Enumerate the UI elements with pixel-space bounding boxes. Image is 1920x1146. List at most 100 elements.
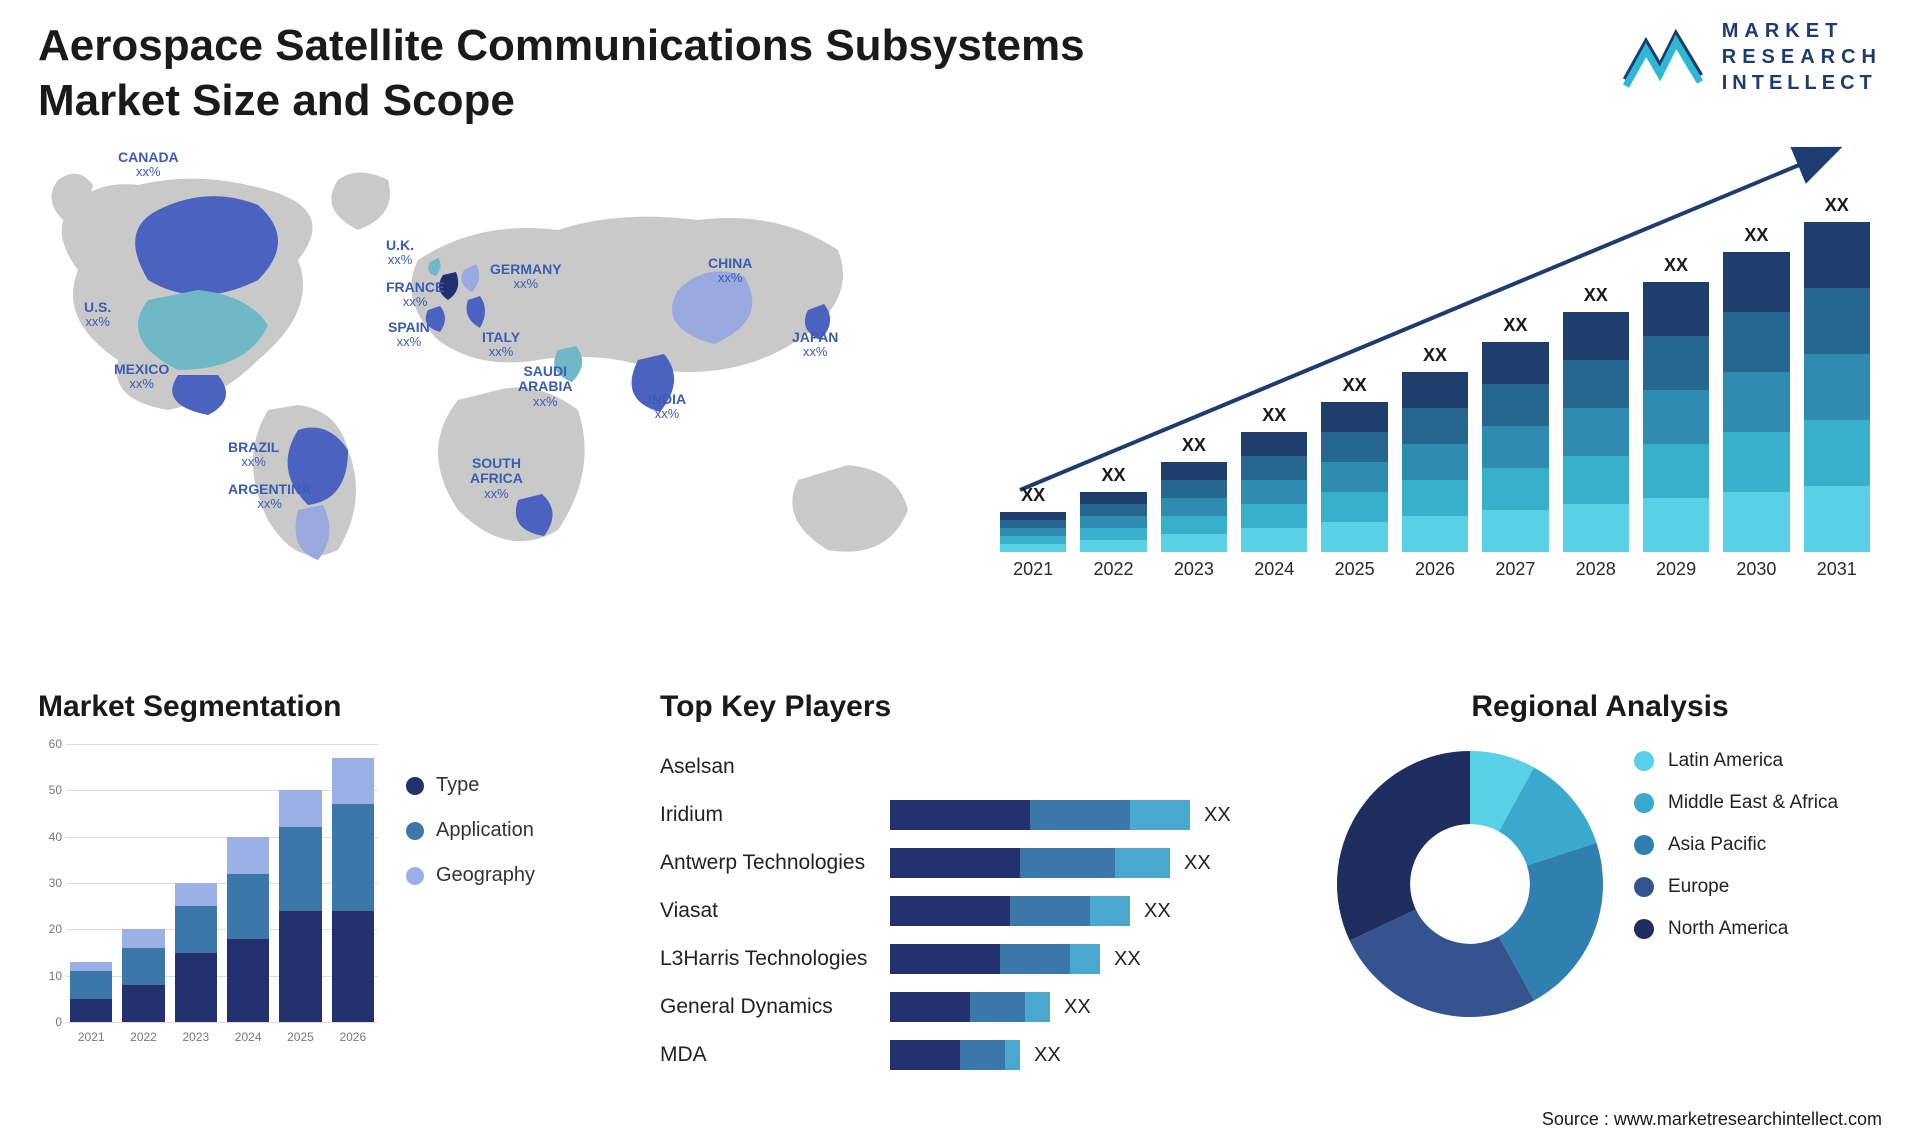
seg-legend-item: Application [406, 819, 535, 842]
player-row: Antwerp Technologies XX [660, 840, 1300, 886]
logo-line1: MARKET [1722, 18, 1882, 44]
region-legend-item: Latin America [1634, 750, 1838, 772]
seg-xlabel: 2023 [175, 1030, 217, 1044]
players-section: Top Key Players AselsanIridiumXXAntwerp … [660, 690, 1300, 1080]
map-label-india: INDIAxx% [648, 392, 686, 422]
seg-ytick: 20 [49, 922, 62, 936]
map-label-japan: JAPANxx% [792, 330, 838, 360]
player-name: L3Harris Technologies [660, 947, 890, 971]
growth-value-label: XX [1825, 195, 1849, 216]
map-label-brazil: BRAZILxx% [228, 440, 279, 470]
region-legend-item: Europe [1634, 876, 1838, 898]
map-label-uk: U.K.xx% [386, 238, 414, 268]
segmentation-title: Market Segmentation [38, 690, 648, 724]
source-text: Source : www.marketresearchintellect.com [1542, 1109, 1882, 1130]
growth-value-label: XX [1584, 285, 1608, 306]
seg-bar-2023 [175, 883, 217, 1022]
seg-bar-2021 [70, 962, 112, 1022]
growth-bar-2031: XX [1804, 195, 1870, 552]
player-row: L3Harris Technologies XX [660, 936, 1300, 982]
segmentation-section: Market Segmentation 0102030405060 202120… [38, 690, 648, 1044]
growth-value-label: XX [1503, 315, 1527, 336]
growth-bar-2028: XX [1563, 285, 1629, 552]
seg-xlabel: 2026 [332, 1030, 374, 1044]
growth-bar-2023: XX [1161, 435, 1227, 552]
map-label-italy: ITALYxx% [482, 330, 520, 360]
growth-xlabel: 2021 [1000, 559, 1066, 580]
growth-bar-2022: XX [1080, 465, 1146, 552]
regional-section: Regional Analysis Latin AmericaMiddle Ea… [1330, 690, 1870, 1024]
growth-bar-2027: XX [1482, 315, 1548, 552]
growth-bar-2025: XX [1321, 375, 1387, 552]
player-value: XX [1184, 852, 1211, 875]
region-legend-item: North America [1634, 918, 1838, 940]
player-row: General Dynamics XX [660, 984, 1300, 1030]
seg-xlabel: 2022 [122, 1030, 164, 1044]
seg-ytick: 60 [49, 737, 62, 751]
growth-xlabel: 2028 [1563, 559, 1629, 580]
map-label-spain: SPAINxx% [388, 320, 430, 350]
player-row: Aselsan [660, 744, 1300, 790]
growth-bar-2029: XX [1643, 255, 1709, 552]
player-name: Antwerp Technologies [660, 851, 890, 875]
growth-bar-2021: XX [1000, 485, 1066, 552]
map-label-us: U.S.xx% [84, 300, 111, 330]
growth-chart: XXXXXXXXXXXXXXXXXXXXXX 20212022202320242… [1000, 140, 1870, 580]
page-title: Aerospace Satellite Communications Subsy… [38, 18, 1138, 128]
player-name: Viasat [660, 899, 890, 923]
growth-bar-2030: XX [1723, 225, 1789, 552]
growth-value-label: XX [1744, 225, 1768, 246]
map-label-mexico: MEXICOxx% [114, 362, 169, 392]
growth-xlabel: 2030 [1723, 559, 1789, 580]
growth-value-label: XX [1664, 255, 1688, 276]
segmentation-legend: TypeApplicationGeography [406, 774, 535, 887]
map-label-canada: CANADAxx% [118, 150, 179, 180]
segmentation-chart: 0102030405060 202120222023202420252026 [38, 744, 378, 1044]
map-label-france: FRANCExx% [386, 280, 444, 310]
seg-bar-2022 [122, 929, 164, 1022]
growth-value-label: XX [1343, 375, 1367, 396]
logo-line3: INTELLECT [1722, 70, 1882, 96]
growth-value-label: XX [1262, 405, 1286, 426]
player-row: IridiumXX [660, 792, 1300, 838]
player-name: Aselsan [660, 755, 890, 779]
player-name: General Dynamics [660, 995, 890, 1019]
player-value: XX [1114, 948, 1141, 971]
seg-ytick: 30 [49, 876, 62, 890]
player-value: XX [1064, 996, 1091, 1019]
region-legend-item: Middle East & Africa [1634, 792, 1838, 814]
seg-bar-2026 [332, 758, 374, 1022]
growth-value-label: XX [1102, 465, 1126, 486]
growth-value-label: XX [1423, 345, 1447, 366]
map-label-germany: GERMANYxx% [490, 262, 562, 292]
player-value: XX [1034, 1044, 1061, 1067]
growth-xlabel: 2031 [1804, 559, 1870, 580]
growth-xlabel: 2029 [1643, 559, 1709, 580]
seg-bar-2024 [227, 837, 269, 1022]
regional-donut [1330, 744, 1610, 1024]
growth-value-label: XX [1182, 435, 1206, 456]
seg-xlabel: 2021 [70, 1030, 112, 1044]
growth-bar-2026: XX [1402, 345, 1468, 552]
growth-xlabel: 2025 [1321, 559, 1387, 580]
seg-ytick: 0 [55, 1015, 62, 1029]
players-title: Top Key Players [660, 690, 1300, 724]
logo-icon [1622, 24, 1706, 90]
seg-legend-item: Type [406, 774, 535, 797]
seg-xlabel: 2024 [227, 1030, 269, 1044]
growth-xlabel: 2027 [1482, 559, 1548, 580]
growth-xlabel: 2023 [1161, 559, 1227, 580]
world-map-svg [38, 150, 938, 580]
player-value: XX [1144, 900, 1171, 923]
map-label-saudi: SAUDIARABIAxx% [518, 364, 572, 409]
growth-xlabel: 2026 [1402, 559, 1468, 580]
logo-line2: RESEARCH [1722, 44, 1882, 70]
player-row: MDAXX [660, 1032, 1300, 1078]
growth-xlabel: 2024 [1241, 559, 1307, 580]
brand-logo: MARKET RESEARCH INTELLECT [1622, 18, 1882, 96]
map-label-safrica: SOUTHAFRICAxx% [470, 456, 523, 501]
player-row: Viasat XX [660, 888, 1300, 934]
world-map: CANADAxx%U.S.xx%MEXICOxx%BRAZILxx%ARGENT… [38, 150, 938, 580]
growth-value-label: XX [1021, 485, 1045, 506]
map-label-china: CHINAxx% [708, 256, 752, 286]
